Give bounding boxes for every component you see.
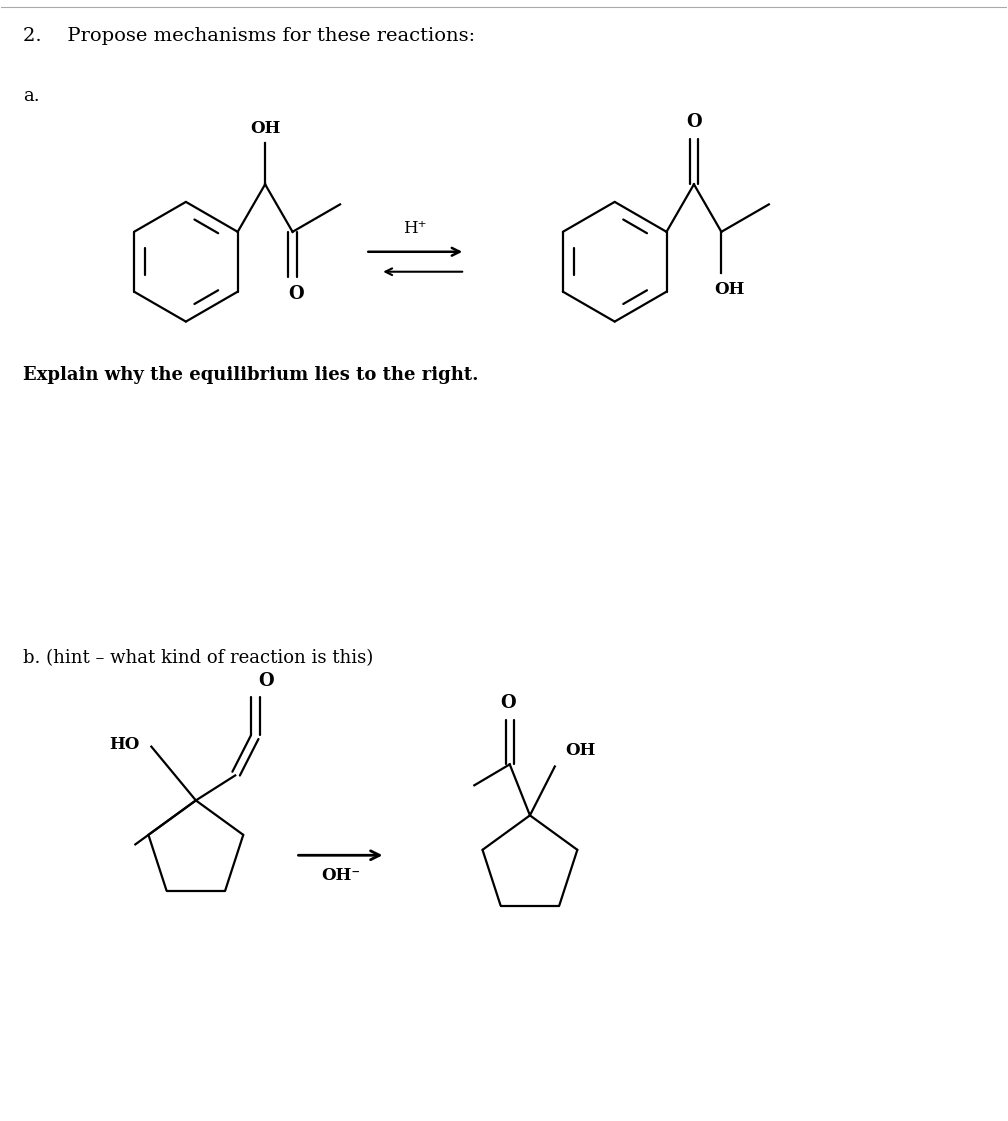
Text: HO: HO (109, 736, 139, 753)
Text: OH: OH (714, 281, 745, 298)
Text: H⁺: H⁺ (403, 220, 427, 237)
Text: b. (hint – what kind of reaction is this): b. (hint – what kind of reaction is this… (23, 649, 374, 667)
Text: OH: OH (564, 741, 595, 759)
Text: 2.  Propose mechanisms for these reactions:: 2. Propose mechanisms for these reaction… (23, 27, 476, 45)
Text: O: O (686, 113, 702, 131)
Text: OH⁻: OH⁻ (321, 868, 360, 884)
Text: O: O (500, 695, 515, 713)
Text: O: O (288, 285, 304, 303)
Text: O: O (258, 671, 273, 689)
Text: a.: a. (23, 87, 40, 105)
Text: OH: OH (250, 120, 280, 137)
Text: Explain why the equilibrium lies to the right.: Explain why the equilibrium lies to the … (23, 367, 479, 385)
